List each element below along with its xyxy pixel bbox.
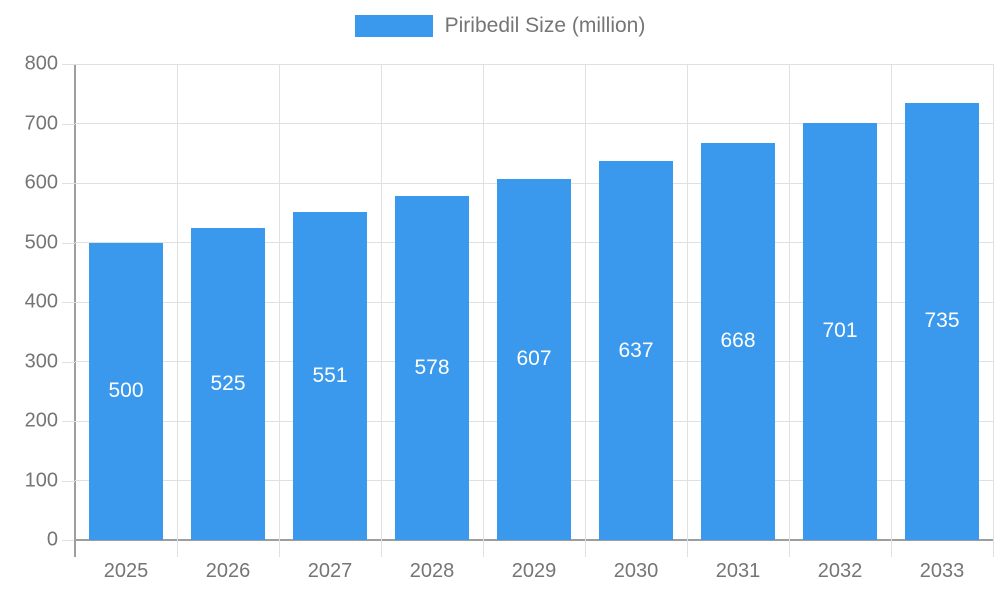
v-gridline xyxy=(380,64,382,540)
y-axis-tick xyxy=(62,540,75,541)
v-gridline xyxy=(890,64,892,540)
x-axis-tick xyxy=(992,540,994,557)
bar-value-label: 607 xyxy=(516,347,552,371)
y-tick-label: 100 xyxy=(24,469,58,491)
y-tick-label: 600 xyxy=(24,171,58,194)
v-gridline xyxy=(584,64,586,540)
x-tick-label: 2029 xyxy=(511,560,557,582)
y-axis-tick xyxy=(62,64,75,65)
bar[interactable]: 735 xyxy=(905,102,979,540)
bar-value-label: 500 xyxy=(108,379,144,403)
x-axis-tick xyxy=(482,540,484,557)
y-axis-tick xyxy=(62,242,75,244)
legend-label: Piribedil Size (million) xyxy=(444,14,646,37)
x-tick-label: 2025 xyxy=(103,560,149,582)
x-tick-label: 2032 xyxy=(817,560,863,582)
y-tick-label: 700 xyxy=(24,112,58,134)
y-tick-label: 400 xyxy=(24,290,58,313)
bar[interactable]: 525 xyxy=(191,227,265,540)
x-axis-tick xyxy=(74,540,76,557)
v-gridline xyxy=(788,64,790,540)
v-gridline xyxy=(992,64,994,540)
y-tick-label: 300 xyxy=(24,350,58,372)
y-axis-tick xyxy=(62,480,75,482)
x-axis-tick xyxy=(278,540,280,557)
x-tick-label: 2028 xyxy=(409,560,455,582)
v-gridline xyxy=(176,64,178,540)
x-tick-label: 2030 xyxy=(613,560,659,582)
bar-value-label: 551 xyxy=(312,364,348,388)
bar[interactable]: 607 xyxy=(497,178,571,540)
x-tick-label: 2026 xyxy=(205,560,251,582)
plot-area: 500 525 551 578 607 637 668 701 735 xyxy=(74,63,994,541)
legend-swatch xyxy=(354,15,433,37)
bar-value-label: 525 xyxy=(210,371,246,395)
bar[interactable]: 668 xyxy=(701,142,775,540)
y-tick-label: 800 xyxy=(24,52,58,75)
y-axis-tick xyxy=(62,302,75,303)
bar[interactable]: 500 xyxy=(89,242,163,540)
x-tick-label: 2031 xyxy=(715,560,761,582)
y-tick-label: 200 xyxy=(24,409,58,432)
y-tick-label: 500 xyxy=(24,231,58,253)
bar[interactable]: 578 xyxy=(395,196,469,540)
bar-value-label: 637 xyxy=(618,338,654,362)
legend-item[interactable]: Piribedil Size (million) xyxy=(0,14,1000,38)
y-axis-tick xyxy=(62,123,75,125)
bar[interactable]: 701 xyxy=(803,122,877,540)
y-axis-tick xyxy=(62,421,75,422)
x-axis-tick xyxy=(788,540,790,557)
bar[interactable]: 637 xyxy=(599,161,673,540)
v-gridline xyxy=(482,64,484,540)
v-gridline xyxy=(686,64,688,540)
y-tick-label: 0 xyxy=(46,528,58,551)
bar[interactable]: 551 xyxy=(293,212,367,540)
x-axis-tick xyxy=(380,540,382,557)
y-axis-tick xyxy=(62,183,75,184)
x-axis-tick xyxy=(176,540,178,557)
h-gridline xyxy=(75,123,993,124)
bar-value-label: 668 xyxy=(720,329,756,353)
bar-value-label: 735 xyxy=(924,309,960,333)
x-axis-tick xyxy=(686,540,688,557)
bar-value-label: 578 xyxy=(414,356,450,380)
x-tick-label: 2033 xyxy=(919,560,965,582)
x-axis-tick xyxy=(890,540,892,557)
v-gridline xyxy=(278,64,280,540)
y-axis-tick xyxy=(62,361,75,363)
x-axis-line xyxy=(75,539,993,541)
x-axis-tick xyxy=(584,540,586,557)
h-gridline xyxy=(75,63,993,65)
bar-value-label: 701 xyxy=(822,319,858,343)
x-tick-label: 2027 xyxy=(307,560,353,582)
